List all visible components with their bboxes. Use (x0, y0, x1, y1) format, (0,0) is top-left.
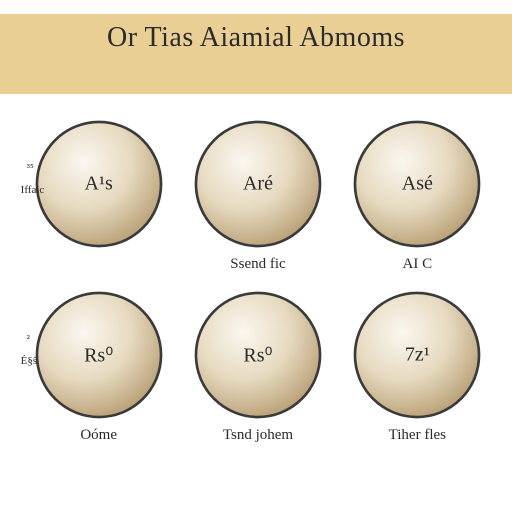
atom-cell: Rs⁰ Tsnd johem (187, 289, 328, 444)
sphere-label: Rs⁰ (243, 343, 272, 368)
sphere-caption: AI C (403, 256, 433, 273)
sphere-label: Rs⁰ (84, 343, 113, 368)
sphere-note-top: ² (27, 333, 30, 345)
sphere: 7z¹ (351, 289, 483, 421)
atom-cell: Rs⁰²É§ŝ Oóme (28, 289, 169, 444)
sphere-note-bottom: Iffaic (21, 184, 45, 196)
sphere: Aré (192, 118, 324, 250)
sphere-label: A¹s (85, 173, 113, 196)
sphere: Rs⁰²É§ŝ (33, 289, 165, 421)
sphere-caption: Oóme (80, 427, 117, 444)
atom-cell: Asé AI C (347, 118, 488, 273)
sphere-label: Aré (243, 173, 273, 196)
sphere: A¹s³⁵Iffaic (33, 118, 165, 250)
sphere-caption: Ssend fic (230, 256, 285, 273)
sphere: Rs⁰ (192, 289, 324, 421)
page-title: Or Tias Aiamial Abmoms (0, 22, 512, 54)
sphere-label: Asé (402, 173, 433, 196)
atom-cell: Aré Ssend fic (187, 118, 328, 273)
sphere-note-top: ³⁵ (27, 162, 34, 174)
sphere-label: 7z¹ (405, 344, 430, 367)
atom-cell: 7z¹ Tiher fles (347, 289, 488, 444)
sphere-caption: Tiher fles (389, 427, 446, 444)
sphere-note-bottom: É§ŝ (21, 355, 38, 367)
sphere: Asé (351, 118, 483, 250)
page: Or Tias Aiamial Abmoms A¹s³⁵IffaicAréSse… (0, 0, 512, 512)
atom-cell: A¹s³⁵Iffaic (28, 118, 169, 273)
sphere-caption: Tsnd johem (223, 427, 293, 444)
sphere-grid: A¹s³⁵Iffaic Aré Ssend fic Asé AI C Rs⁰²É§ŝ Oóm… (28, 118, 488, 444)
